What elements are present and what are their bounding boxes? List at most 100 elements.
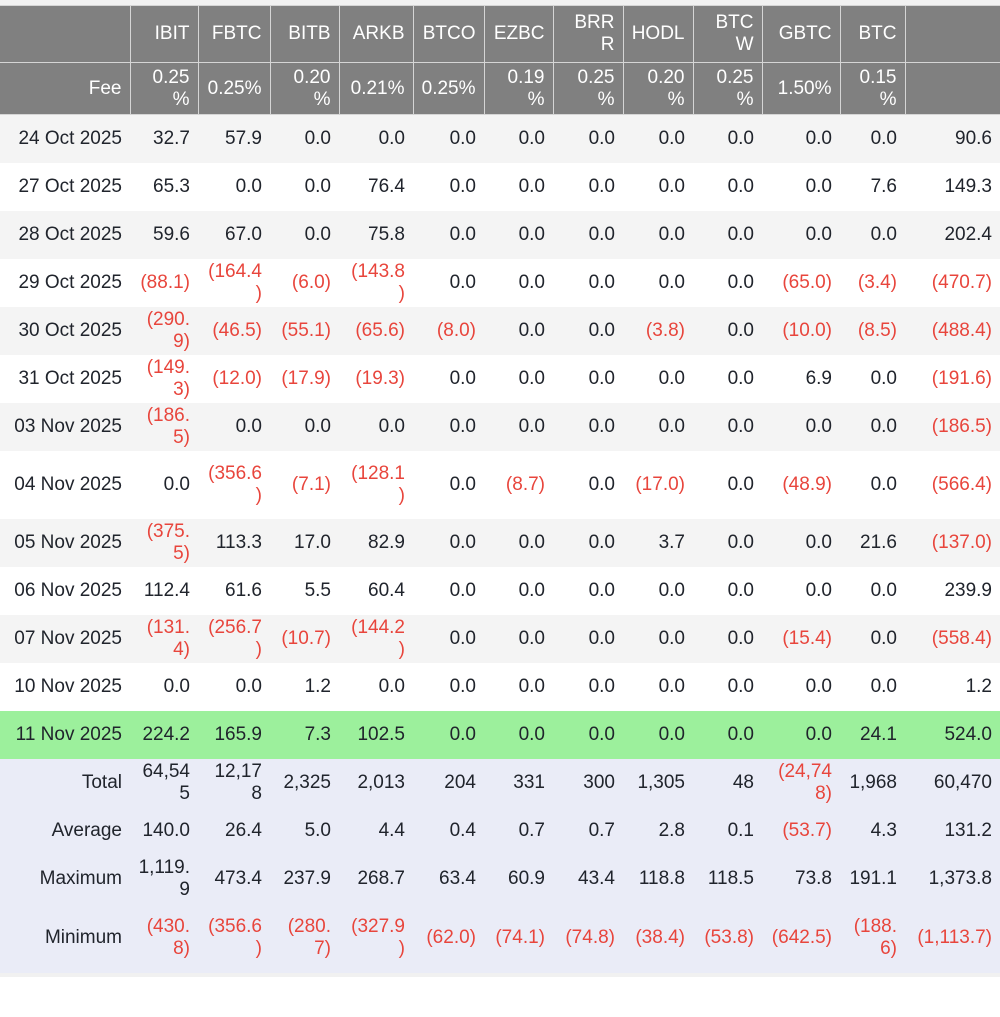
fee-arkb: 0.21% [338, 62, 414, 115]
cell-fbtc: 57.9 [225, 127, 262, 149]
cell-gbtc: 0.0 [805, 579, 832, 601]
cell-brrr: (74.8) [565, 926, 615, 948]
cell-hodl: (38.4) [635, 926, 685, 948]
cell-btcw: 48 [732, 771, 754, 793]
cell-btcw: 0.0 [727, 473, 754, 495]
cell-brrr: 0.0 [588, 675, 615, 697]
column-header-ibit: IBIT [129, 5, 199, 63]
cell-btc: 0.0 [870, 223, 897, 245]
cell-bitb: 5.5 [304, 579, 331, 601]
cell-hodl: 0.0 [658, 271, 685, 293]
cell-btcw: 118.5 [707, 867, 754, 889]
table-row: 07 Nov 2025 (131.4) (256.7) (10.7) (144.2) 0.… [0, 614, 1000, 663]
cell-gbtc: 0.0 [805, 723, 832, 745]
cell-bitb: 17.0 [294, 531, 331, 553]
summary-label: Maximum [39, 867, 122, 889]
cell-brrr: 0.0 [588, 271, 615, 293]
cell-ibit: 0.0 [163, 473, 190, 495]
cell-bitb: (6.0) [291, 271, 331, 293]
cell-arkb: 268.7 [357, 867, 405, 889]
cell-arkb: (143.8) [351, 260, 405, 304]
cell-ezbc: 0.0 [518, 675, 545, 697]
cell-btcw: 0.0 [727, 223, 754, 245]
cell-arkb: 76.4 [368, 175, 405, 197]
cell-ibit: 32.7 [153, 127, 190, 149]
cell-bitb: 0.0 [304, 223, 331, 245]
table-row: 28 Oct 2025 59.6 67.0 0.0 75.8 0.0 0.0 0.0 0.0 0.… [0, 210, 1000, 259]
summary-label: Total [81, 771, 122, 793]
cell-arkb: (65.6) [355, 319, 405, 341]
table-row: 10 Nov 2025 0.0 0.0 1.2 0.0 0.0 0.0 0.0 0.0 0.0 0.… [0, 662, 1000, 711]
cell-total: (137.0) [931, 531, 992, 553]
fee-total-cell [904, 62, 1000, 115]
column-header-bitb: BITB [269, 5, 340, 63]
cell-ezbc: 60.9 [508, 867, 545, 889]
cell-arkb: 0.0 [378, 415, 405, 437]
cell-ezbc: 0.0 [518, 415, 545, 437]
cell-gbtc: (24,748) [778, 760, 832, 804]
cell-gbtc: 0.0 [805, 175, 832, 197]
cell-brrr: 0.0 [588, 627, 615, 649]
cell-gbtc: (642.5) [771, 926, 832, 948]
column-header-btcw: BTCW [692, 5, 763, 63]
cell-btcw: 0.0 [727, 271, 754, 293]
table-header: IBIT FBTC BITB ARKB BTCO EZBC BRRR HODL BTCW GBTC… [0, 5, 1000, 115]
cell-arkb: (128.1) [351, 462, 405, 506]
cell-ezbc: 0.0 [518, 127, 545, 149]
cell-fbtc: (356.6) [208, 462, 262, 506]
cell-ezbc: 331 [513, 771, 545, 793]
fee-btco: 0.25% [412, 62, 485, 115]
cell-brrr: 300 [583, 771, 615, 793]
row-date-label: 28 Oct 2025 [18, 223, 122, 245]
cell-arkb: 4.4 [378, 819, 405, 841]
cell-bitb: (7.1) [291, 473, 331, 495]
cell-ibit: (375.5) [146, 520, 190, 564]
table-row: 05 Nov 2025 (375.5) 113.3 17.0 82.9 0.0 0.0 0.0… [0, 518, 1000, 567]
cell-hodl: 0.0 [658, 675, 685, 697]
cell-total: 202.4 [944, 223, 992, 245]
cell-total: 60,470 [933, 771, 992, 793]
row-date-label: 29 Oct 2025 [18, 271, 122, 293]
cell-btco: 0.0 [449, 579, 476, 601]
cell-hodl: 0.0 [658, 127, 685, 149]
cell-btcw: 0.0 [727, 531, 754, 553]
cell-fbtc: (356.6) [208, 915, 262, 959]
table-row: 24 Oct 2025 32.7 57.9 0.0 0.0 0.0 0.0 0.0 0.0 0.0… [0, 114, 1000, 163]
cell-arkb: 0.0 [378, 675, 405, 697]
cell-btco: 63.4 [439, 867, 476, 889]
column-header-gbtc: GBTC [761, 5, 841, 63]
cell-brrr: 0.0 [588, 531, 615, 553]
cell-hodl: (17.0) [635, 473, 685, 495]
cell-btco: 0.0 [449, 473, 476, 495]
row-date-label: 10 Nov 2025 [14, 675, 122, 697]
column-header-fbtc: FBTC [197, 5, 271, 63]
cell-arkb: 75.8 [368, 223, 405, 245]
cell-brrr: 0.0 [588, 415, 615, 437]
table-body: 24 Oct 2025 32.7 57.9 0.0 0.0 0.0 0.0 0.0 0.0 0.0… [0, 114, 1000, 973]
table-row: 06 Nov 2025 112.4 61.6 5.5 60.4 0.0 0.0 0.0 0.0 0… [0, 566, 1000, 615]
fee-gbtc: 1.50% [761, 62, 841, 115]
cell-btco: 0.0 [449, 367, 476, 389]
cell-gbtc: 0.0 [805, 223, 832, 245]
cell-btco: 0.0 [449, 675, 476, 697]
cell-brrr: 43.4 [578, 867, 615, 889]
cell-arkb: 82.9 [368, 531, 405, 553]
cell-fbtc: 0.0 [235, 415, 262, 437]
fee-fbtc: 0.25% [197, 62, 271, 115]
cell-arkb: (144.2) [351, 616, 405, 660]
cell-btc: 1,968 [849, 771, 897, 793]
cell-fbtc: (46.5) [212, 319, 262, 341]
cell-fbtc: 473.4 [214, 867, 262, 889]
cell-hodl: 2.8 [658, 819, 685, 841]
fee-hodl: 0.20% [622, 62, 694, 115]
header-corner-cell [0, 5, 131, 63]
cell-hodl: 118.8 [638, 867, 685, 889]
cell-btco: 0.4 [449, 819, 476, 841]
cell-bitb: 0.0 [304, 127, 331, 149]
summary-label: Minimum [44, 926, 122, 948]
cell-bitb: (10.7) [281, 627, 331, 649]
cell-brrr: 0.0 [588, 223, 615, 245]
cell-total: (488.4) [931, 319, 992, 341]
cell-btcw: 0.0 [727, 367, 754, 389]
cell-bitb: 0.0 [304, 175, 331, 197]
